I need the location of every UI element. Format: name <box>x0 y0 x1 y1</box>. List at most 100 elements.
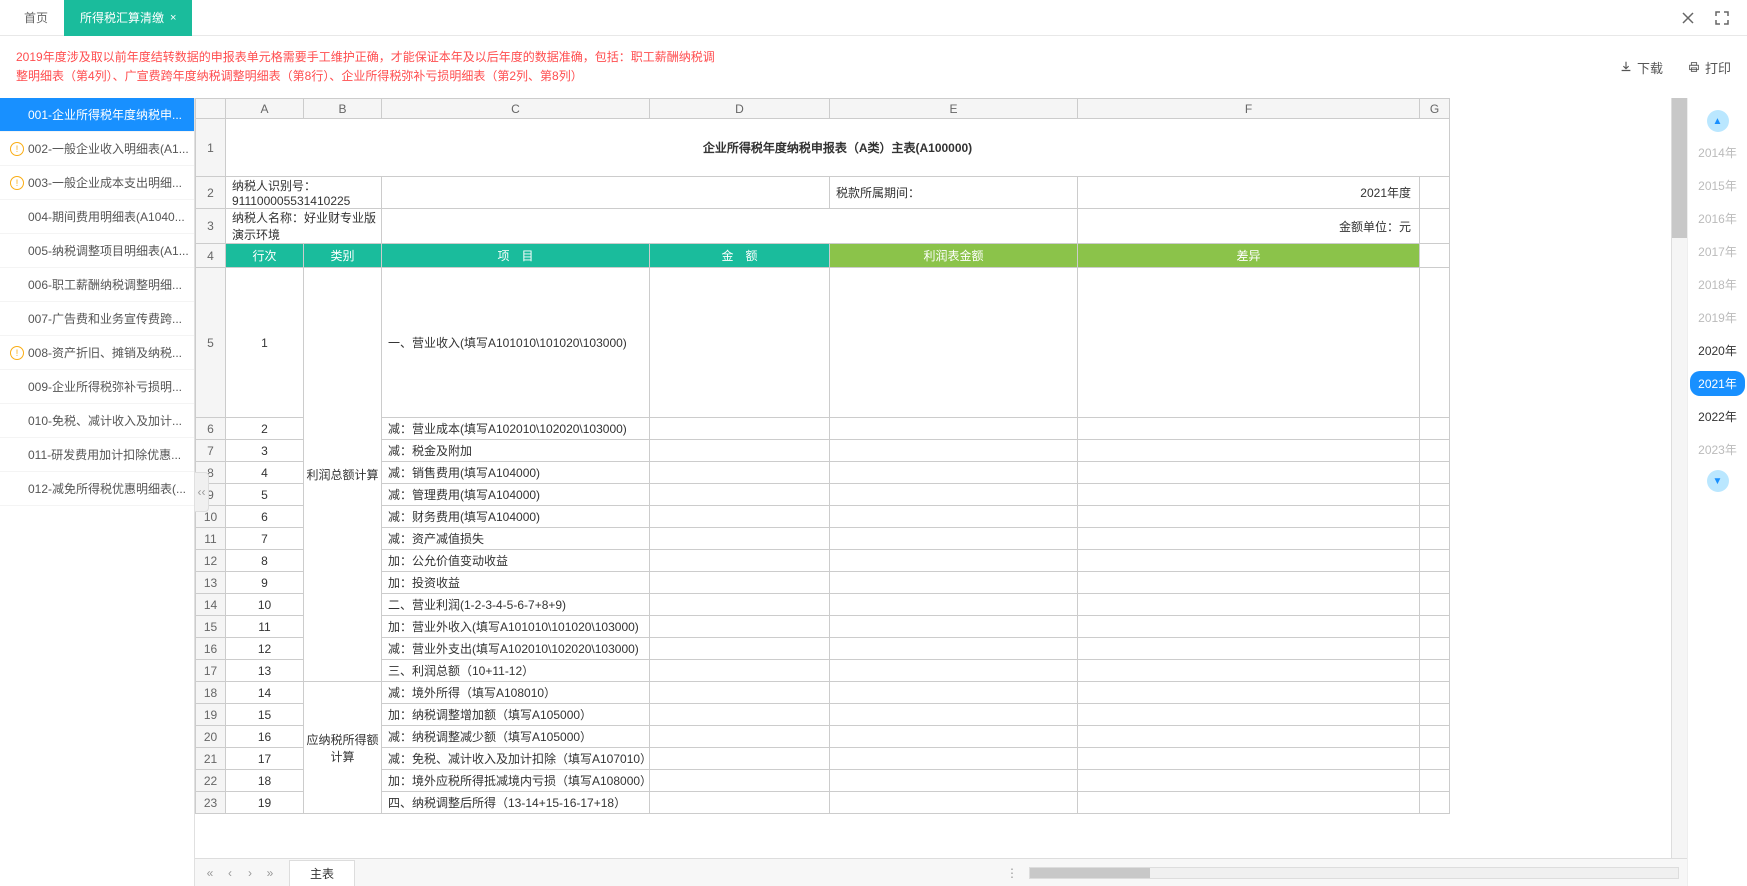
empty-cell[interactable] <box>1420 792 1450 814</box>
item-cell[interactable]: 减：管理费用(填写A104000) <box>382 484 650 506</box>
value-cell[interactable] <box>1078 682 1420 704</box>
empty-cell[interactable] <box>1420 418 1450 440</box>
value-cell[interactable] <box>830 268 1078 418</box>
year-item[interactable]: 2020年 <box>1690 338 1745 363</box>
tab-active[interactable]: 所得税汇算清缴 × <box>64 0 192 36</box>
col-header[interactable]: B <box>304 99 382 119</box>
row-header[interactable]: 17 <box>196 660 226 682</box>
sheet-nav-first-icon[interactable]: « <box>201 864 219 882</box>
seq-cell[interactable]: 2 <box>226 418 304 440</box>
year-collapse-up-icon[interactable]: ▲ <box>1707 110 1729 132</box>
sidebar-item[interactable]: !011-研发费用加计扣除优惠... <box>0 438 194 472</box>
close-icon[interactable]: × <box>170 12 176 24</box>
item-cell[interactable]: 减：营业外支出(填写A102010\102020\103000) <box>382 638 650 660</box>
value-cell[interactable] <box>1078 594 1420 616</box>
item-cell[interactable]: 减：免税、减计收入及加计扣除（填写A107010） <box>382 748 650 770</box>
value-cell[interactable] <box>1078 550 1420 572</box>
item-cell[interactable]: 减：营业成本(填写A102010\102020\103000) <box>382 418 650 440</box>
row-header[interactable]: 23 <box>196 792 226 814</box>
fullscreen-icon[interactable] <box>1713 9 1731 27</box>
value-cell[interactable] <box>830 792 1078 814</box>
value-cell[interactable] <box>830 550 1078 572</box>
value-cell[interactable] <box>650 506 830 528</box>
value-cell[interactable] <box>830 704 1078 726</box>
seq-cell[interactable]: 18 <box>226 770 304 792</box>
value-cell[interactable] <box>830 638 1078 660</box>
item-cell[interactable]: 减：税金及附加 <box>382 440 650 462</box>
value-cell[interactable] <box>1078 660 1420 682</box>
row-header[interactable]: 12 <box>196 550 226 572</box>
window-close-icon[interactable] <box>1679 9 1697 27</box>
empty-cell[interactable] <box>1420 528 1450 550</box>
row-header[interactable]: 7 <box>196 440 226 462</box>
value-cell[interactable] <box>1078 440 1420 462</box>
value-cell[interactable] <box>650 748 830 770</box>
value-cell[interactable] <box>830 748 1078 770</box>
value-cell[interactable] <box>830 528 1078 550</box>
seq-cell[interactable]: 9 <box>226 572 304 594</box>
value-cell[interactable] <box>830 418 1078 440</box>
value-cell[interactable] <box>830 682 1078 704</box>
value-cell[interactable] <box>650 660 830 682</box>
row-header[interactable]: 6 <box>196 418 226 440</box>
col-header[interactable]: C <box>382 99 650 119</box>
value-cell[interactable] <box>830 770 1078 792</box>
spreadsheet[interactable]: A B C D E F G 1 企业所得税年度纳税申报表（A类）主表(A1000… <box>195 98 1671 858</box>
value-cell[interactable] <box>830 440 1078 462</box>
row-header[interactable]: 13 <box>196 572 226 594</box>
col-header[interactable]: A <box>226 99 304 119</box>
row-header[interactable]: 11 <box>196 528 226 550</box>
print-button[interactable]: 打印 <box>1687 58 1731 77</box>
row-header[interactable]: 20 <box>196 726 226 748</box>
seq-cell[interactable]: 1 <box>226 268 304 418</box>
seq-cell[interactable]: 11 <box>226 616 304 638</box>
row-header[interactable]: 5 <box>196 268 226 418</box>
item-cell[interactable]: 二、营业利润(1-2-3-4-5-6-7+8+9) <box>382 594 650 616</box>
sidebar-item[interactable]: !009-企业所得税弥补亏损明... <box>0 370 194 404</box>
category-cell[interactable]: 利润总额计算 <box>304 268 382 682</box>
seq-cell[interactable]: 4 <box>226 462 304 484</box>
empty-cell[interactable] <box>1420 638 1450 660</box>
download-button[interactable]: 下载 <box>1619 58 1663 77</box>
item-cell[interactable]: 减：境外所得（填写A108010） <box>382 682 650 704</box>
item-cell[interactable]: 减：财务费用(填写A104000) <box>382 506 650 528</box>
value-cell[interactable] <box>830 506 1078 528</box>
value-cell[interactable] <box>1078 792 1420 814</box>
row-header[interactable]: 2 <box>196 177 226 209</box>
sidebar-item[interactable]: !002-一般企业收入明细表(A1... <box>0 132 194 166</box>
row-header[interactable]: 16 <box>196 638 226 660</box>
value-cell[interactable] <box>1078 462 1420 484</box>
value-cell[interactable] <box>830 484 1078 506</box>
value-cell[interactable] <box>650 440 830 462</box>
value-cell[interactable] <box>830 660 1078 682</box>
col-header[interactable]: F <box>1078 99 1420 119</box>
value-cell[interactable] <box>650 418 830 440</box>
sheet-tab[interactable]: 主表 <box>289 860 355 886</box>
sheet-nav-last-icon[interactable]: » <box>261 864 279 882</box>
empty-cell[interactable] <box>1420 462 1450 484</box>
sidebar-collapse-handle[interactable]: ‹‹ <box>195 472 209 512</box>
seq-cell[interactable]: 17 <box>226 748 304 770</box>
row-header[interactable]: 1 <box>196 119 226 177</box>
sidebar-item[interactable]: !010-免税、减计收入及加计... <box>0 404 194 438</box>
value-cell[interactable] <box>1078 726 1420 748</box>
value-cell[interactable] <box>650 484 830 506</box>
row-header[interactable]: 18 <box>196 682 226 704</box>
row-header[interactable]: 15 <box>196 616 226 638</box>
value-cell[interactable] <box>1078 704 1420 726</box>
empty-cell[interactable] <box>1420 616 1450 638</box>
seq-cell[interactable]: 14 <box>226 682 304 704</box>
value-cell[interactable] <box>650 704 830 726</box>
value-cell[interactable] <box>650 462 830 484</box>
sidebar-item[interactable]: !005-纳税调整项目明细表(A1... <box>0 234 194 268</box>
sidebar-item[interactable]: !003-一般企业成本支出明细... <box>0 166 194 200</box>
year-item[interactable]: 2022年 <box>1690 404 1745 429</box>
row-header[interactable]: 3 <box>196 209 226 244</box>
vertical-scrollbar[interactable] <box>1671 98 1687 858</box>
seq-cell[interactable]: 8 <box>226 550 304 572</box>
empty-cell[interactable] <box>1420 726 1450 748</box>
row-header[interactable]: 19 <box>196 704 226 726</box>
value-cell[interactable] <box>650 726 830 748</box>
row-header[interactable]: 4 <box>196 244 226 268</box>
sidebar-item[interactable]: !001-企业所得税年度纳税申... <box>0 98 194 132</box>
